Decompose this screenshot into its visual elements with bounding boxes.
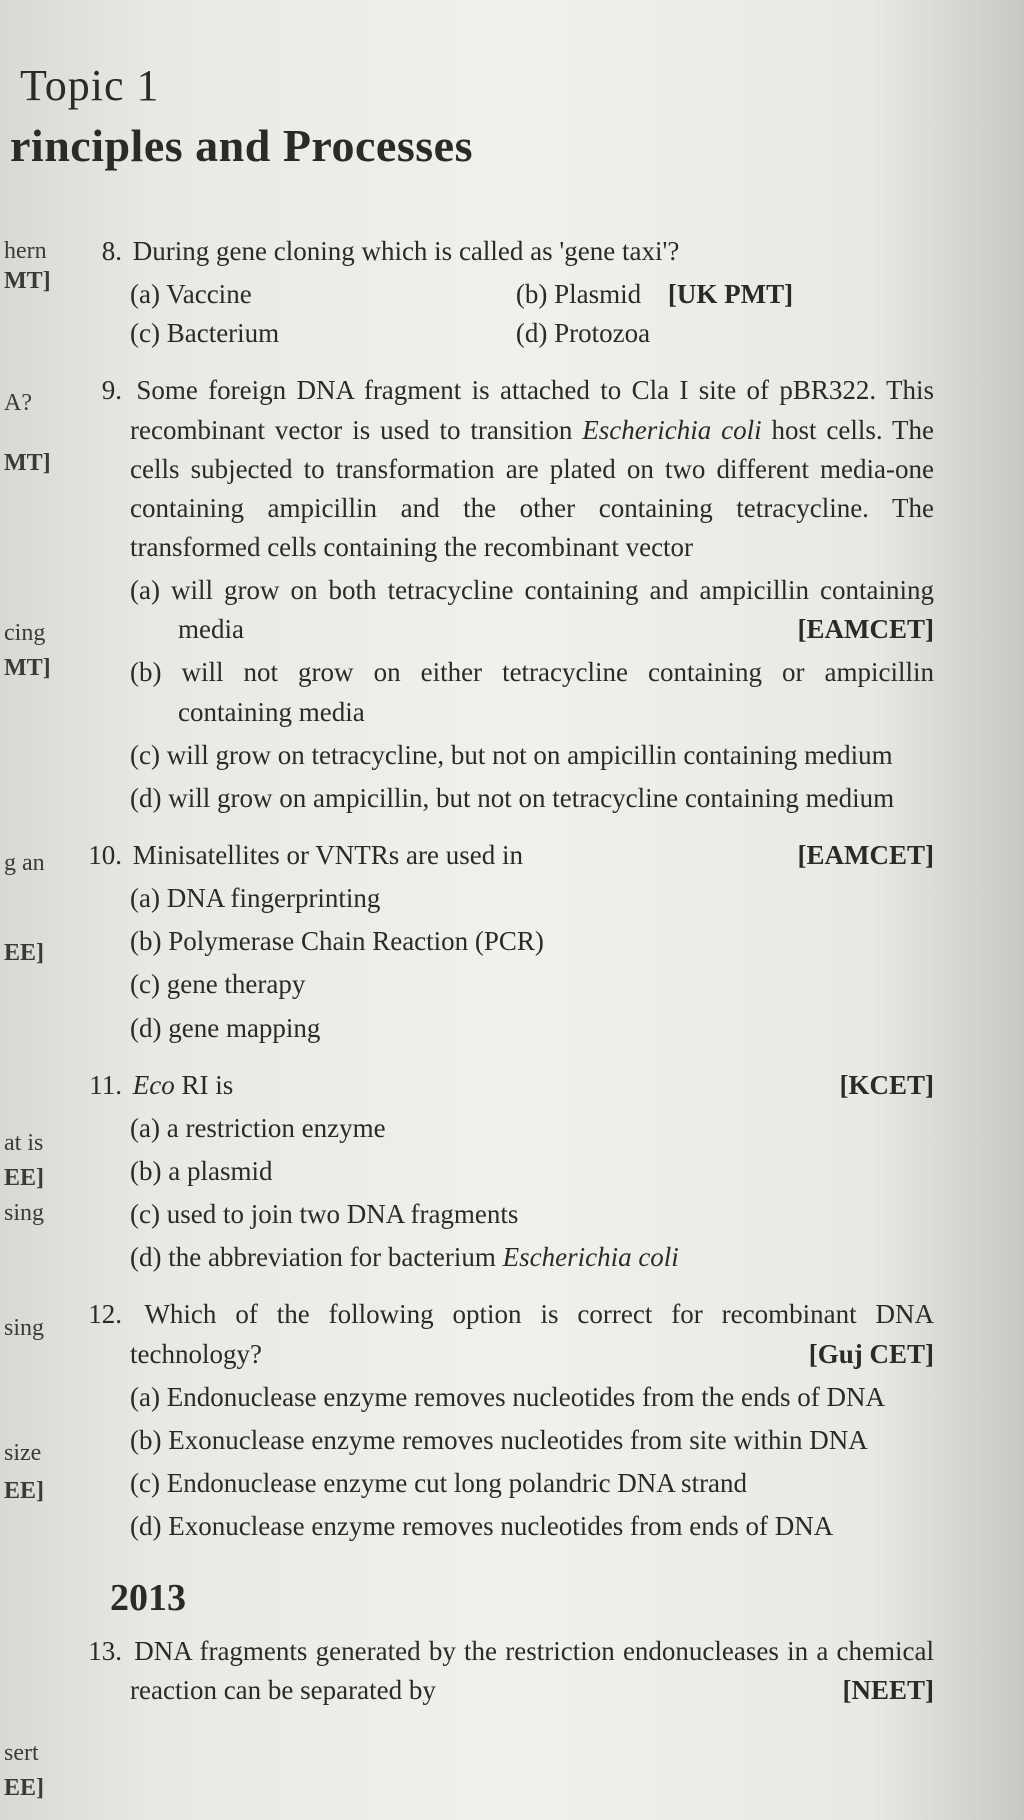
q11-part2: RI is — [175, 1070, 234, 1100]
q9-italic: Escherichia coli — [582, 415, 761, 445]
option-c: (c) gene therapy — [130, 965, 934, 1004]
topic-heading: Topic 1 — [20, 60, 974, 111]
exam-tag: [EAMCET] — [798, 836, 935, 875]
margin-text: EE] — [4, 1478, 44, 1505]
question-10: 10. Minisatellites or VNTRs are used in … — [130, 836, 934, 1048]
exam-tag: [Guj CET] — [809, 1335, 934, 1374]
year-heading: 2013 — [110, 1576, 974, 1620]
question-text: Eco RI is — [133, 1070, 234, 1100]
option-a: (a) DNA fingerprinting — [130, 879, 934, 918]
option-d: (d) will grow on ampicillin, but not on … — [130, 779, 934, 818]
option-d: (d) gene mapping — [130, 1009, 934, 1048]
question-9: 9. Some foreign DNA fragment is attached… — [130, 371, 934, 818]
exam-tag: [KCET] — [840, 1066, 935, 1105]
exam-tag: [UK PMT] — [668, 279, 793, 309]
question-11: 11. Eco RI is [KCET] (a) a restriction e… — [130, 1066, 934, 1278]
option-a: (a) Vaccine — [130, 275, 516, 314]
option-d-part1: (d) the abbreviation for bacterium — [130, 1242, 503, 1272]
option-d: (d) Protozoa — [516, 314, 902, 353]
option-d: (d) the abbreviation for bacterium Esche… — [130, 1238, 934, 1277]
option-c: (c) used to join two DNA fragments — [130, 1195, 934, 1234]
question-text: DNA fragments generated by the restricti… — [130, 1636, 934, 1705]
option-a: (a) Endonuclease enzyme removes nucleoti… — [130, 1378, 934, 1417]
margin-text: MT] — [4, 268, 51, 295]
margin-text: EE] — [4, 1165, 44, 1192]
option-b-text: (b) Plasmid — [516, 279, 641, 309]
margin-text: EE] — [4, 940, 44, 967]
options: (a) Vaccine (b) Plasmid [UK PMT] (c) Bac… — [130, 275, 934, 353]
margin-text: sing — [4, 1200, 44, 1227]
margin-text: MT] — [4, 655, 51, 682]
q11-italic: Eco — [133, 1070, 175, 1100]
option-b: (b) a plasmid — [130, 1152, 934, 1191]
option-b: (b) will not grow on either tetracycline… — [130, 653, 934, 731]
margin-text: EE] — [4, 1775, 44, 1802]
option-a: (a) a restriction enzyme — [130, 1109, 934, 1148]
question-text: Some foreign DNA fragment is attached to… — [130, 375, 934, 562]
option-c: (c) Endonuclease enzyme cut long polandr… — [130, 1464, 934, 1503]
question-text: During gene cloning which is called as '… — [133, 236, 680, 266]
option-c: (c) Bacterium — [130, 314, 516, 353]
margin-text: sing — [4, 1315, 44, 1342]
margin-text: cing — [4, 620, 45, 647]
margin-text: hern — [4, 238, 47, 265]
question-text: Minisatellites or VNTRs are used in — [133, 840, 523, 870]
margin-text: g an — [4, 850, 45, 877]
option-b: (b) Polymerase Chain Reaction (PCR) — [130, 922, 934, 961]
left-margin: hern MT] A? MT] cing MT] g an EE] at is … — [0, 0, 90, 1820]
margin-text: sert — [4, 1740, 39, 1767]
option-a: (a) will grow on both tetracycline conta… — [130, 571, 934, 649]
margin-text: at is — [4, 1130, 43, 1157]
exam-tag: [NEET] — [842, 1671, 934, 1710]
option-c: (c) will grow on tetracycline, but not o… — [130, 736, 934, 775]
option-b: (b) Plasmid [UK PMT] — [516, 275, 902, 314]
margin-text: A? — [4, 390, 32, 417]
page: hern MT] A? MT] cing MT] g an EE] at is … — [0, 0, 1024, 1820]
option-b: (b) Exonuclease enzyme removes nucleotid… — [130, 1421, 934, 1460]
option-d: (d) Exonuclease enzyme removes nucleotid… — [130, 1507, 934, 1546]
option-d-italic: Escherichia coli — [503, 1242, 679, 1272]
question-12: 12. Which of the following option is cor… — [130, 1295, 934, 1546]
question-8: 8. During gene cloning which is called a… — [130, 232, 934, 353]
margin-text: MT] — [4, 450, 51, 477]
section-heading: rinciples and Processes — [10, 119, 974, 172]
question-13: 13. DNA fragments generated by the restr… — [130, 1632, 934, 1710]
exam-tag: [EAMCET] — [846, 610, 935, 649]
margin-text: size — [4, 1440, 41, 1467]
